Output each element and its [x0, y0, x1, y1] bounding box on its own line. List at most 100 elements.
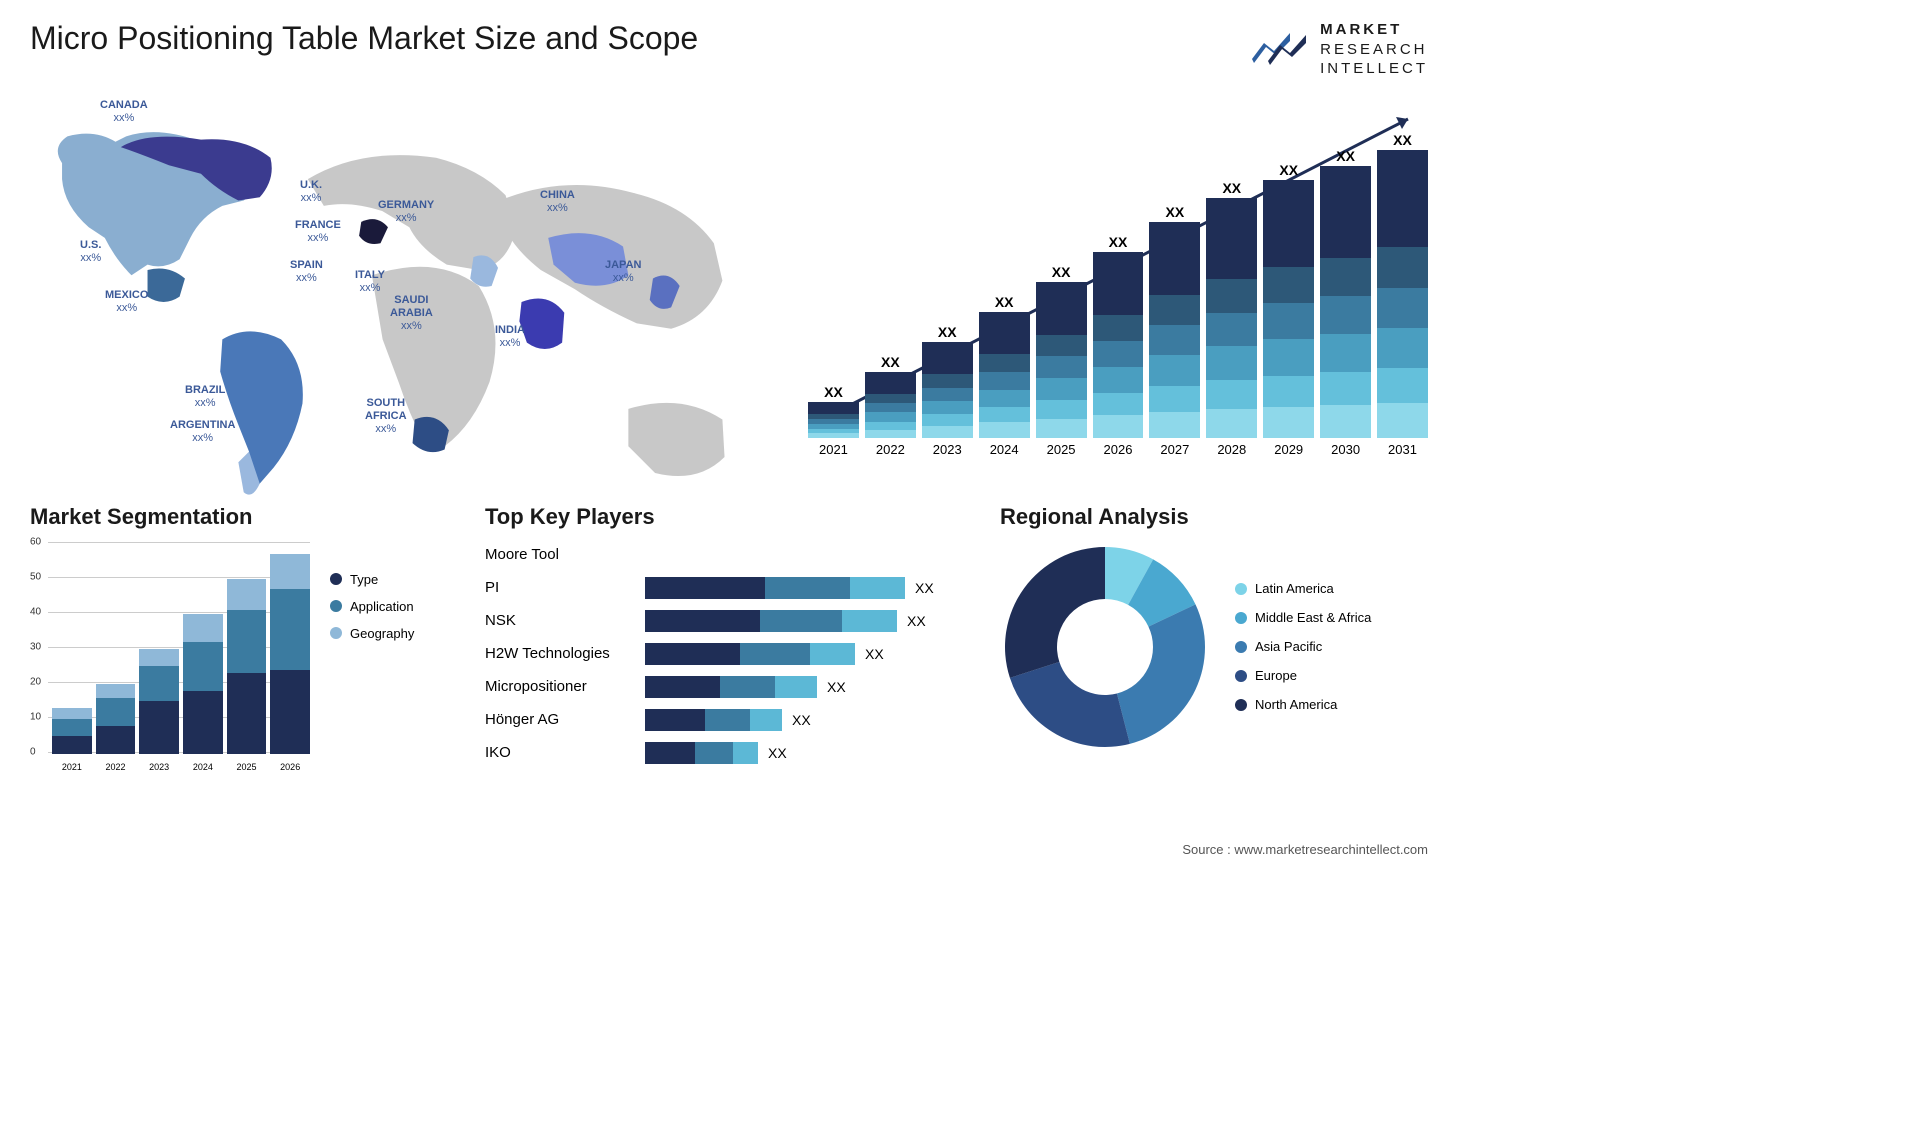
bar-column: XX 2031	[1377, 132, 1428, 457]
bar-segment	[1377, 368, 1428, 403]
bar-stack	[1206, 198, 1257, 438]
bar-segment	[1093, 341, 1144, 367]
bar-segment	[922, 414, 973, 426]
bar-year-label: 2030	[1331, 442, 1360, 457]
map-label: MEXICOxx%	[105, 289, 148, 315]
seg-bar	[227, 579, 267, 754]
bar-segment	[1320, 166, 1371, 258]
bar-segment	[1206, 198, 1257, 280]
map-label: CHINAxx%	[540, 189, 575, 215]
bar-segment	[1206, 380, 1257, 409]
player-value-label: XX	[768, 745, 787, 761]
bottom-row: Market Segmentation 01020304050602021202…	[30, 504, 1428, 773]
bar-column: XX 2026	[1093, 234, 1144, 457]
bar-segment	[1206, 346, 1257, 380]
y-tick-label: 0	[30, 746, 36, 757]
bar-segment	[922, 426, 973, 438]
top-row: CANADAxx%U.S.xx%MEXICOxx%BRAZILxx%ARGENT…	[30, 99, 1428, 479]
map-label: JAPANxx%	[605, 259, 641, 285]
player-name: Micropositioner	[485, 678, 645, 695]
bar-stack	[865, 372, 916, 438]
bar-segment	[1320, 405, 1371, 438]
seg-year-label: 2021	[52, 762, 92, 772]
bar-value-label: XX	[938, 324, 957, 340]
map-label: BRAZILxx%	[185, 384, 225, 410]
bar-segment	[1377, 328, 1428, 368]
map-label: U.K.xx%	[300, 179, 322, 205]
donut-slice	[1117, 604, 1205, 743]
legend-item: Type	[330, 572, 450, 587]
bar-value-label: XX	[881, 354, 900, 370]
bar-year-label: 2025	[1047, 442, 1076, 457]
bar-segment	[865, 394, 916, 403]
player-bar	[645, 709, 782, 731]
player-bar	[645, 742, 758, 764]
bar-segment	[1320, 296, 1371, 334]
bar-value-label: XX	[995, 294, 1014, 310]
bar-segment	[1036, 419, 1087, 438]
bar-year-label: 2026	[1104, 442, 1133, 457]
y-tick-label: 40	[30, 606, 41, 617]
legend-item: Europe	[1235, 668, 1371, 683]
regional-panel: Regional Analysis Latin AmericaMiddle Ea…	[1000, 504, 1428, 773]
segmentation-title: Market Segmentation	[30, 504, 450, 530]
bar-segment	[1093, 252, 1144, 315]
seg-bar	[270, 554, 310, 754]
player-name: H2W Technologies	[485, 645, 645, 662]
bar-value-label: XX	[1109, 234, 1128, 250]
bar-value-label: XX	[1393, 132, 1412, 148]
bar-stack	[1263, 180, 1314, 438]
map-label: INDIAxx%	[495, 324, 525, 350]
bar-year-label: 2031	[1388, 442, 1417, 457]
player-bar	[645, 610, 897, 632]
logo-text: MARKET RESEARCH INTELLECT	[1320, 20, 1428, 79]
bar-year-label: 2023	[933, 442, 962, 457]
bar-column: XX2029	[1263, 162, 1314, 457]
seg-year-label: 2022	[96, 762, 136, 772]
bar-segment	[922, 401, 973, 414]
map-label: ARGENTINAxx%	[170, 419, 235, 445]
segmentation-legend: TypeApplicationGeography	[330, 542, 450, 772]
source-text: Source : www.marketresearchintellect.com	[1182, 842, 1428, 857]
player-name: PI	[485, 579, 645, 596]
bar-segment	[922, 388, 973, 401]
legend-item: Latin America	[1235, 581, 1371, 596]
bar-segment	[1093, 367, 1144, 393]
legend-dot	[1235, 612, 1247, 624]
page-title: Micro Positioning Table Market Size and …	[30, 20, 698, 57]
bar-segment	[1149, 355, 1200, 385]
bar-segment	[1263, 407, 1314, 438]
bar-year-label: 2028	[1217, 442, 1246, 457]
player-row: NSKXX	[485, 608, 965, 634]
bar-column: XX2022	[865, 354, 916, 457]
bar-year-label: 2024	[990, 442, 1019, 457]
legend-dot	[1235, 699, 1247, 711]
legend-item: North America	[1235, 697, 1371, 712]
bar-segment	[808, 402, 859, 414]
map-label: U.S.xx%	[80, 239, 101, 265]
player-value-label: XX	[915, 580, 934, 596]
donut-slice	[1005, 547, 1105, 678]
bar-segment	[1149, 412, 1200, 438]
seg-bar	[139, 649, 179, 754]
y-tick-label: 50	[30, 571, 41, 582]
bar-segment	[1036, 335, 1087, 357]
player-name: IKO	[485, 744, 645, 761]
seg-bar	[52, 708, 92, 754]
player-name: Hönger AG	[485, 711, 645, 728]
map-label: FRANCExx%	[295, 219, 341, 245]
legend-dot	[330, 573, 342, 585]
seg-bar	[183, 614, 223, 754]
bar-segment	[865, 372, 916, 394]
bar-segment	[1263, 376, 1314, 407]
player-value-label: XX	[827, 679, 846, 695]
bar-segment	[1149, 222, 1200, 295]
legend-dot	[1235, 583, 1247, 595]
bar-stack	[1036, 282, 1087, 438]
bar-column: XX2027	[1149, 204, 1200, 457]
bar-segment	[1093, 415, 1144, 437]
bar-segment	[979, 390, 1030, 408]
bar-stack	[922, 342, 973, 438]
bar-segment	[1149, 295, 1200, 325]
bar-segment	[922, 342, 973, 375]
